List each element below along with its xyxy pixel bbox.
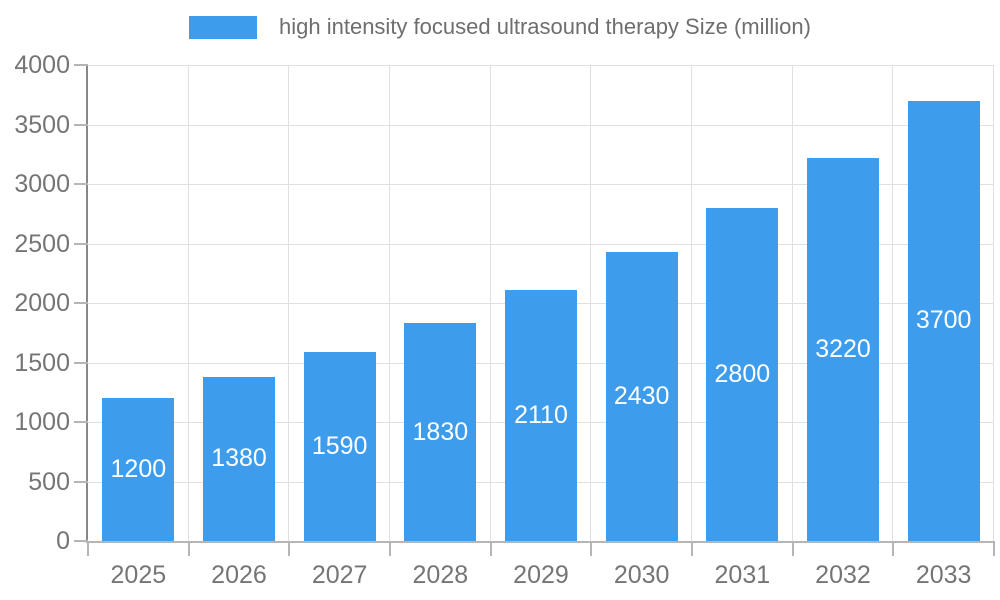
y-tick xyxy=(74,183,88,185)
y-axis-label: 4000 xyxy=(14,51,70,79)
x-tick xyxy=(489,541,492,556)
v-gridline xyxy=(389,65,390,541)
x-axis-label: 2030 xyxy=(613,561,670,589)
y-axis-label: 2000 xyxy=(14,289,70,317)
v-gridline xyxy=(489,65,491,541)
x-axis-label: 2028 xyxy=(412,561,469,589)
y-axis-label: 0 xyxy=(56,527,70,555)
bar-value-label: 1200 xyxy=(110,455,167,484)
x-axis-label: 2032 xyxy=(815,561,871,589)
y-tick xyxy=(74,64,88,66)
plot-area: 1200 1380 1590 1830 2110 2430 2800 3220 3700 xyxy=(86,65,994,543)
y-axis-label: 3000 xyxy=(14,170,70,198)
bar-2029[interactable]: 2110 xyxy=(505,289,577,541)
y-tick xyxy=(74,361,88,364)
y-axis-label: 1000 xyxy=(14,408,70,436)
y-axis-label: 1500 xyxy=(14,348,70,377)
x-axis-label: 2026 xyxy=(211,561,267,589)
h-gridline xyxy=(88,124,994,126)
h-gridline xyxy=(88,243,994,245)
v-gridline xyxy=(187,65,189,541)
x-tick xyxy=(691,541,693,556)
y-tick xyxy=(74,242,88,245)
x-tick xyxy=(87,541,89,556)
v-gridline xyxy=(691,65,692,541)
y-tick xyxy=(74,421,88,423)
h-gridline xyxy=(88,65,994,66)
y-axis-label: 3500 xyxy=(14,110,70,139)
y-tick xyxy=(74,123,88,126)
h-gridline xyxy=(88,184,994,185)
x-tick xyxy=(993,541,995,556)
bar-value-label: 2800 xyxy=(714,359,771,388)
x-axis-label: 2029 xyxy=(513,561,569,589)
legend-label: high intensity focused ultrasound therap… xyxy=(279,14,811,39)
y-tick xyxy=(74,540,88,542)
x-axis-label: 2027 xyxy=(311,561,368,589)
bar-value-label: 1590 xyxy=(311,431,368,460)
bar-2027[interactable]: 1590 xyxy=(303,351,376,541)
v-gridline xyxy=(590,65,592,541)
legend-swatch-icon xyxy=(189,15,258,39)
bar-value-label: 3220 xyxy=(815,334,871,363)
y-tick xyxy=(74,302,88,304)
bar-2032[interactable]: 3220 xyxy=(807,157,879,541)
bar-value-label: 2110 xyxy=(514,400,568,429)
y-tick xyxy=(74,480,88,483)
x-tick xyxy=(892,541,895,556)
x-tick xyxy=(288,541,291,556)
v-gridline xyxy=(791,65,793,541)
v-gridline xyxy=(288,65,290,541)
x-tick xyxy=(187,541,190,556)
y-axis-label: 500 xyxy=(28,467,70,496)
x-axis-label: 2033 xyxy=(915,561,972,589)
bar-value-label: 3700 xyxy=(915,306,972,335)
x-tick xyxy=(389,541,391,556)
x-tick xyxy=(791,541,794,556)
v-gridline xyxy=(892,65,894,541)
bar-value-label: 2430 xyxy=(613,381,670,410)
bar-2028[interactable]: 1830 xyxy=(404,323,477,541)
bar-value-label: 1830 xyxy=(412,417,469,446)
y-axis-label: 2500 xyxy=(14,229,70,258)
x-tick xyxy=(590,541,593,556)
bar-value-label: 1380 xyxy=(211,444,267,473)
bar-2026[interactable]: 1380 xyxy=(203,376,275,541)
x-axis-label: 2025 xyxy=(110,561,167,589)
bar-2031[interactable]: 2800 xyxy=(706,207,779,541)
legend[interactable]: high intensity focused ultrasound therap… xyxy=(0,14,1000,40)
x-axis-label: 2031 xyxy=(714,561,771,589)
bar-2025[interactable]: 1200 xyxy=(102,398,175,541)
bar-2033[interactable]: 3700 xyxy=(907,100,980,541)
v-gridline xyxy=(993,65,994,541)
bar-2030[interactable]: 2430 xyxy=(605,251,678,541)
